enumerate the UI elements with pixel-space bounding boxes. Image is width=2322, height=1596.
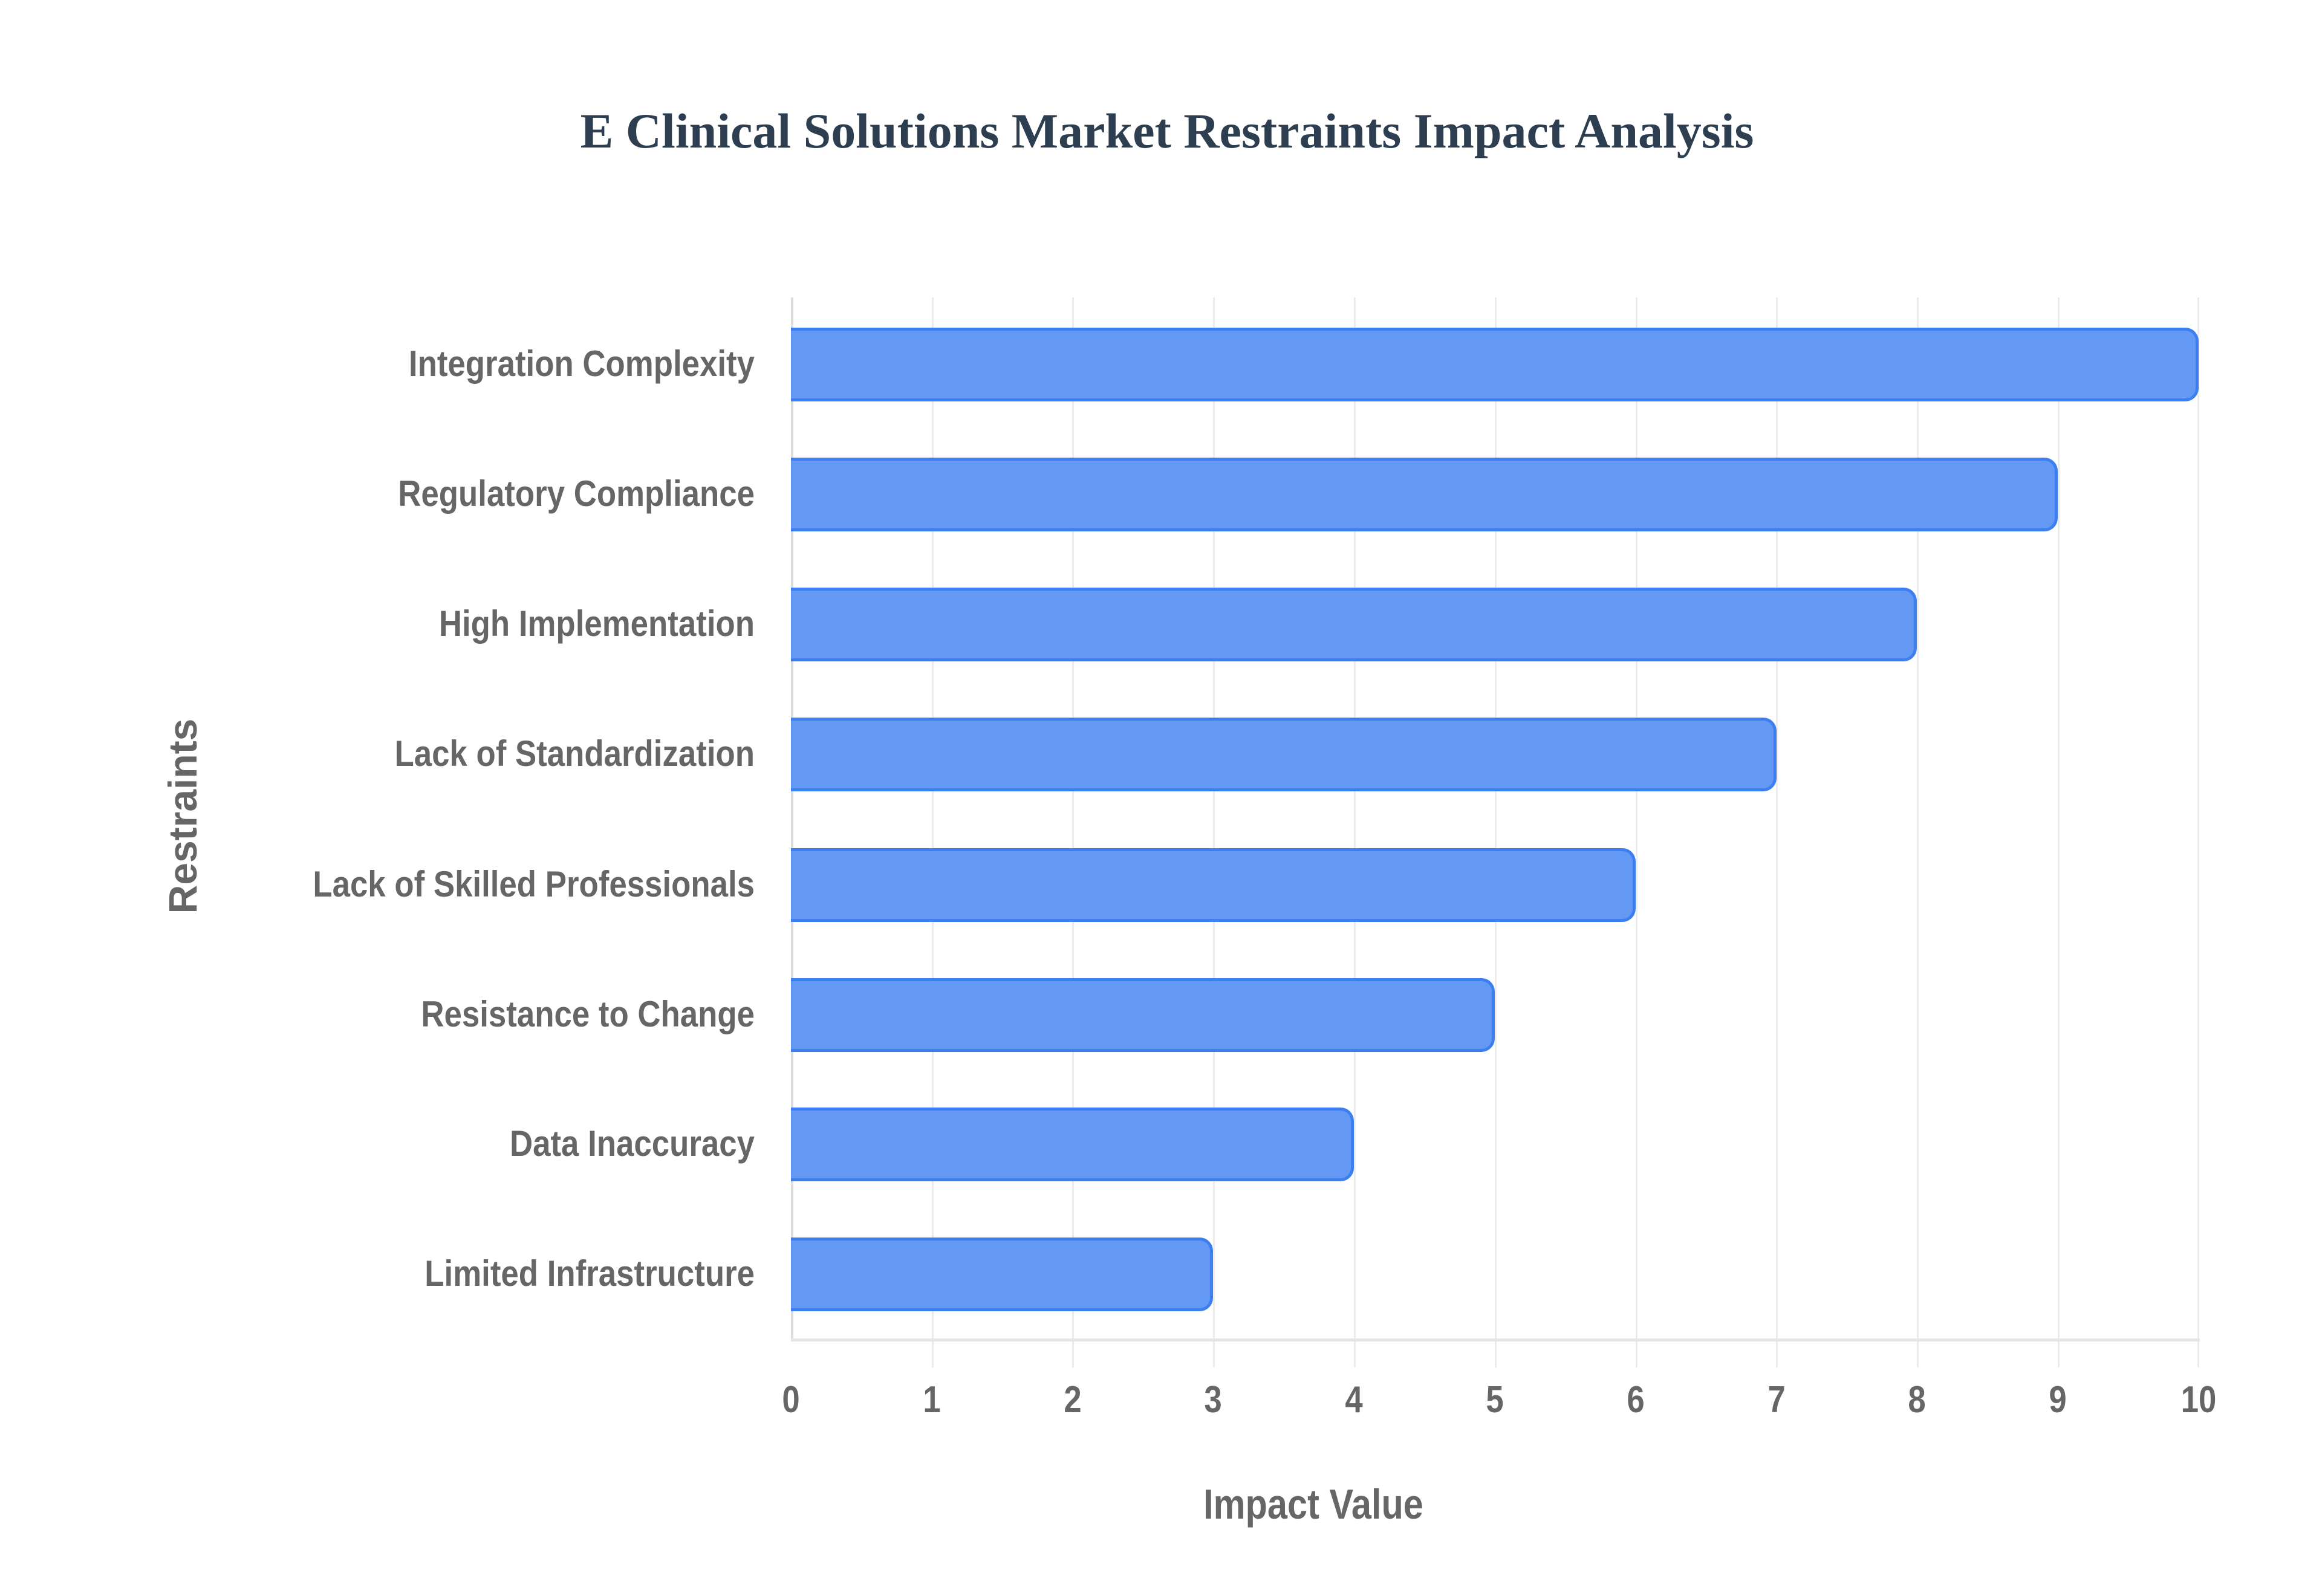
- x-axis-line: [791, 1338, 2200, 1341]
- gridline: [2197, 297, 2199, 1367]
- gridline: [1495, 297, 1497, 1367]
- bar[interactable]: [791, 978, 1495, 1052]
- bar[interactable]: [791, 1238, 1214, 1311]
- y-tick-label: Lack of Skilled Professionals: [313, 864, 755, 904]
- y-tick-label: Integration Complexity: [408, 343, 755, 384]
- x-tick-label: 8: [1908, 1379, 1927, 1421]
- y-tick-label: Regulatory Compliance: [398, 473, 755, 514]
- x-tick-label: 7: [1767, 1379, 1786, 1421]
- x-axis-label: Impact Value: [1203, 1481, 1423, 1528]
- gridline: [1776, 297, 1778, 1367]
- x-tick-label: 0: [782, 1379, 800, 1421]
- x-tick-label: 5: [1486, 1379, 1504, 1421]
- x-tick-label: 3: [1204, 1379, 1223, 1421]
- plot-area: [791, 297, 2200, 1367]
- x-tick-label: 4: [1345, 1379, 1363, 1421]
- y-tick-label: Resistance to Change: [421, 994, 755, 1034]
- bar[interactable]: [791, 328, 2199, 401]
- y-axis-line: [791, 297, 793, 1338]
- x-tick-label: 6: [1627, 1379, 1645, 1421]
- gridline: [1072, 297, 1074, 1367]
- gridline: [1354, 297, 1356, 1367]
- bar[interactable]: [791, 1108, 1354, 1181]
- x-tick-label: 2: [1063, 1379, 1082, 1421]
- y-axis-label: Restraints: [160, 718, 205, 914]
- x-tick-label: 9: [2049, 1379, 2067, 1421]
- bar[interactable]: [791, 588, 1917, 661]
- gridline: [1213, 297, 1215, 1367]
- gridline: [1917, 297, 1919, 1367]
- y-tick-label: Data Inaccuracy: [509, 1123, 755, 1164]
- x-tick-label: 1: [923, 1379, 941, 1421]
- gridline: [932, 297, 934, 1367]
- gridline: [2058, 297, 2060, 1367]
- bar[interactable]: [791, 718, 1777, 791]
- bar[interactable]: [791, 458, 2058, 531]
- bar[interactable]: [791, 848, 1636, 922]
- y-tick-label: High Implementation: [438, 603, 755, 644]
- gridline: [1636, 297, 1637, 1367]
- x-tick-label: 10: [2181, 1379, 2217, 1421]
- y-tick-label: Lack of Standardization: [394, 733, 755, 774]
- chart-title: E Clinical Solutions Market Restraints I…: [580, 103, 1754, 158]
- y-tick-label: Limited Infrastructure: [424, 1253, 755, 1294]
